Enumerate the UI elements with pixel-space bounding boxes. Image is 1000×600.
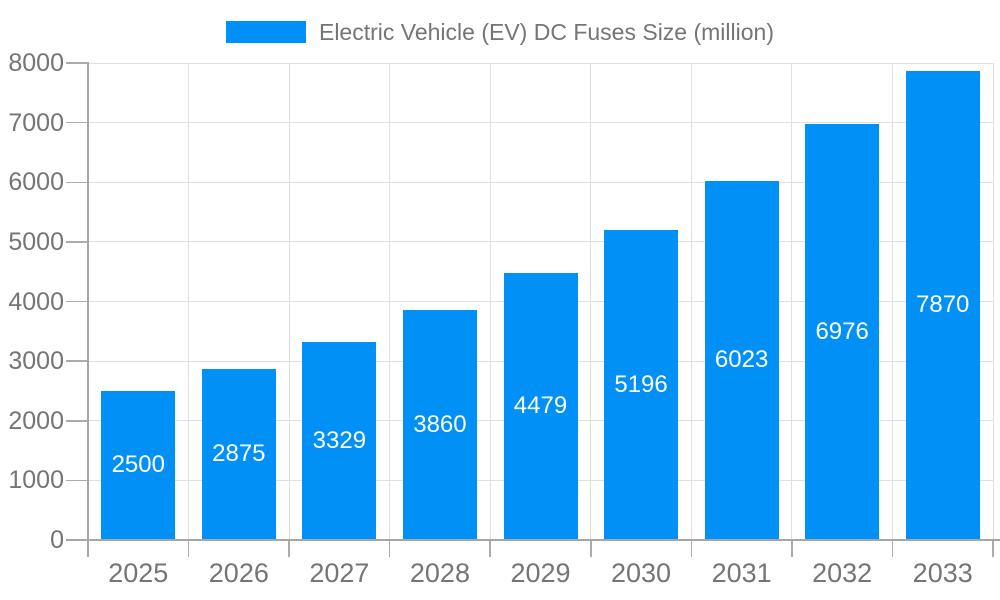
bar-value-label: 5196 bbox=[614, 371, 668, 399]
y-axis-label-3000: 3000 bbox=[8, 347, 64, 376]
x-gridline bbox=[891, 63, 893, 540]
bar-value-label: 2500 bbox=[111, 451, 165, 479]
y-gridline bbox=[88, 241, 993, 243]
x-gridline bbox=[188, 63, 190, 540]
x-axis-label-2025: 2025 bbox=[108, 558, 169, 588]
y-gridline bbox=[88, 62, 993, 64]
bar-2027[interactable] bbox=[302, 341, 377, 540]
x-axis-tick bbox=[791, 540, 793, 557]
x-gridline bbox=[992, 63, 994, 540]
y-axis-tick bbox=[66, 479, 88, 482]
bar-2028[interactable] bbox=[402, 309, 477, 540]
legend[interactable]: Electric Vehicle (EV) DC Fuses Size (mil… bbox=[0, 20, 1000, 44]
bar-2026[interactable] bbox=[201, 368, 276, 540]
x-gridline bbox=[791, 63, 793, 540]
y-gridline bbox=[88, 181, 993, 183]
y-gridline bbox=[88, 122, 993, 124]
bar-value-label: 6976 bbox=[815, 318, 869, 346]
x-gridline bbox=[389, 63, 391, 540]
x-axis-label-2026: 2026 bbox=[208, 558, 269, 588]
y-axis-label-6000: 6000 bbox=[8, 168, 64, 197]
x-gridline bbox=[690, 63, 692, 540]
x-axis-line bbox=[66, 539, 1000, 541]
y-axis-tick bbox=[66, 241, 88, 243]
bar-value-label: 6023 bbox=[714, 346, 769, 374]
y-axis-tick bbox=[66, 360, 88, 362]
x-axis-tick bbox=[388, 540, 391, 557]
y-axis-tick bbox=[66, 121, 88, 124]
x-axis-tick bbox=[489, 540, 491, 557]
x-axis-tick bbox=[288, 540, 290, 557]
x-axis-label-2030: 2030 bbox=[611, 558, 672, 588]
y-axis-tick bbox=[66, 300, 88, 303]
y-axis-label-2000: 2000 bbox=[8, 406, 64, 435]
y-axis-tick bbox=[66, 420, 88, 422]
bar-value-label: 7870 bbox=[916, 291, 970, 319]
x-axis-tick bbox=[187, 540, 190, 557]
bar-value-label: 3860 bbox=[413, 410, 467, 438]
bar-2032[interactable] bbox=[805, 124, 880, 540]
y-axis-label-5000: 5000 bbox=[8, 227, 64, 256]
y-axis-label-7000: 7000 bbox=[8, 108, 64, 137]
legend-swatch-icon bbox=[225, 21, 306, 43]
y-axis-label-8000: 8000 bbox=[8, 49, 64, 77]
bar-2031[interactable] bbox=[704, 180, 779, 540]
x-axis-label-2032: 2032 bbox=[812, 558, 873, 588]
x-gridline bbox=[590, 63, 592, 540]
bar-2030[interactable] bbox=[604, 230, 679, 540]
y-axis-label-4000: 4000 bbox=[8, 287, 64, 316]
x-axis-label-2029: 2029 bbox=[510, 558, 571, 588]
y-axis-label-1000: 1000 bbox=[8, 466, 64, 495]
legend-label: Electric Vehicle (EV) DC Fuses Size (mil… bbox=[318, 19, 774, 45]
x-axis-label-2028: 2028 bbox=[409, 558, 470, 588]
y-axis-line bbox=[87, 62, 89, 557]
x-axis-tick bbox=[992, 540, 994, 557]
x-axis-label-2027: 2027 bbox=[309, 558, 370, 588]
bar-2025[interactable] bbox=[101, 390, 176, 540]
x-axis-tick bbox=[891, 540, 894, 557]
x-axis-tick bbox=[690, 540, 693, 557]
x-gridline bbox=[489, 63, 491, 540]
x-axis-tick bbox=[590, 540, 592, 557]
bar-value-label: 4479 bbox=[513, 392, 568, 420]
bar-value-label: 2875 bbox=[212, 440, 266, 468]
x-axis-label-2031: 2031 bbox=[711, 558, 772, 588]
y-axis-label-0: 0 bbox=[50, 526, 64, 554]
y-axis-tick bbox=[66, 62, 88, 64]
x-gridline bbox=[288, 63, 290, 540]
y-axis-tick bbox=[66, 181, 88, 183]
bar-value-label: 3329 bbox=[312, 426, 367, 454]
x-axis-label-2033: 2033 bbox=[912, 558, 973, 588]
bar-2033[interactable] bbox=[905, 70, 980, 540]
bar-2029[interactable] bbox=[503, 272, 578, 540]
